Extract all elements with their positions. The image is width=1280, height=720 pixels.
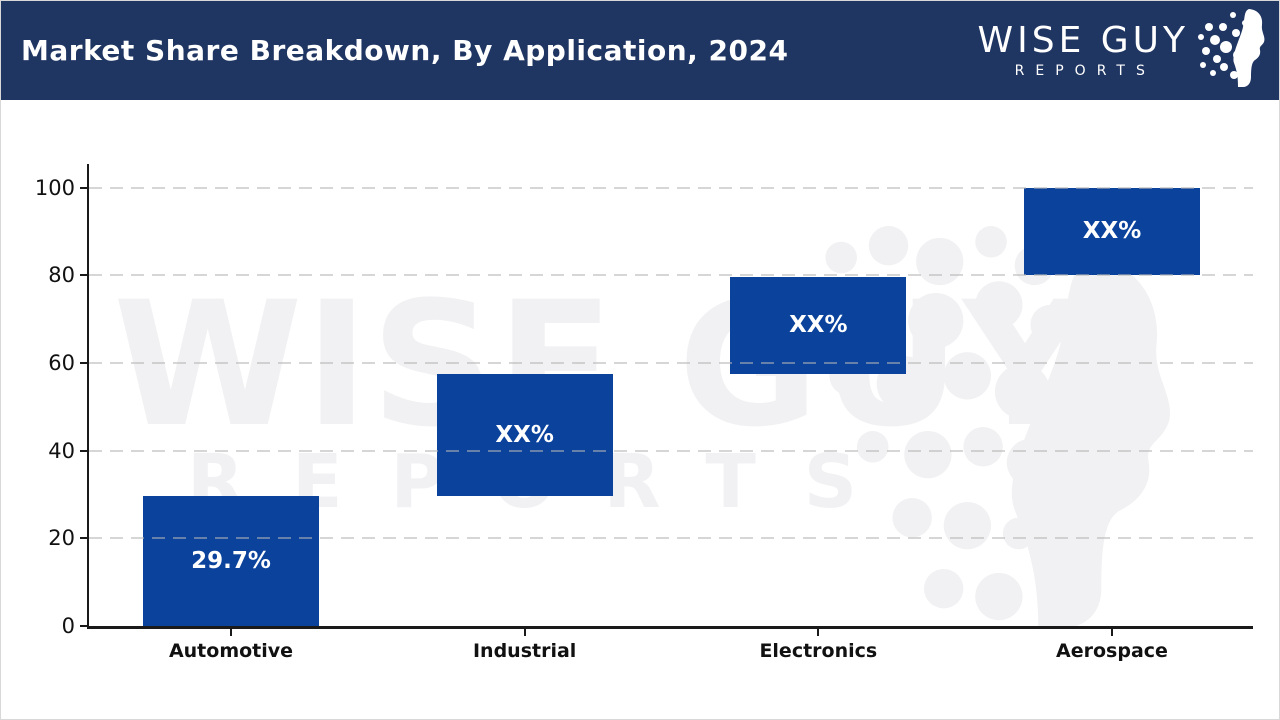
y-tick-label: 100 [34,175,75,200]
wiseguy-logo-name: WISE GUY [977,19,1189,61]
x-tick-mark [817,629,820,636]
wiseguy-logo-subtitle: REPORTS [1014,62,1156,79]
x-tick-mark [230,629,232,636]
y-tick-mark [80,186,87,189]
bar-value-label: XX% [1082,218,1142,245]
bar-electronics: XX% [730,276,907,374]
page-title: Market Share Breakdown, By Application, … [21,34,789,67]
gridline-y60 [89,361,1253,364]
y-axis-line [87,164,89,629]
category-label-electronics: Electronics [759,640,878,662]
y-tick-label: 60 [48,350,75,375]
bar-industrial: XX% [436,373,613,496]
bar-automotive: 29.7% [143,495,319,626]
y-tick-mark [80,537,87,540]
category-label-automotive: Automotive [168,640,294,662]
bar-value-label: XX% [789,312,848,339]
y-tick-label: 0 [61,614,75,638]
y-tick-mark [80,449,87,452]
bar-value-label: 29.7% [191,547,271,574]
wiseguy-logo-text: WISE GUY REPORTS [977,19,1190,79]
bar-value-label: XX% [495,421,554,448]
bar-aerospace: XX% [1024,187,1200,276]
gridline-y40 [89,449,1253,452]
y-tick-label: 20 [48,526,75,551]
wiseguy-logo: WISE GUY REPORTS [978,7,1280,95]
category-label-aerospace: Aerospace [1056,640,1168,662]
wiseguy-head-icon [1198,8,1265,87]
x-tick-mark [523,629,526,636]
y-tick-label: 40 [48,438,75,463]
category-label-industrial: Industrial [472,640,577,662]
gridline-y100 [89,186,1253,189]
y-tick-mark [80,625,87,627]
x-axis-line [87,626,1253,629]
x-tick-mark [1111,629,1113,636]
y-tick-mark [80,361,87,364]
gridline-y20 [89,537,1253,540]
gridline-y80 [89,274,1253,277]
header-bar: Market Share Breakdown, By Application, … [1,1,1280,100]
y-tick-mark [80,274,87,277]
y-tick-label: 80 [48,263,75,288]
